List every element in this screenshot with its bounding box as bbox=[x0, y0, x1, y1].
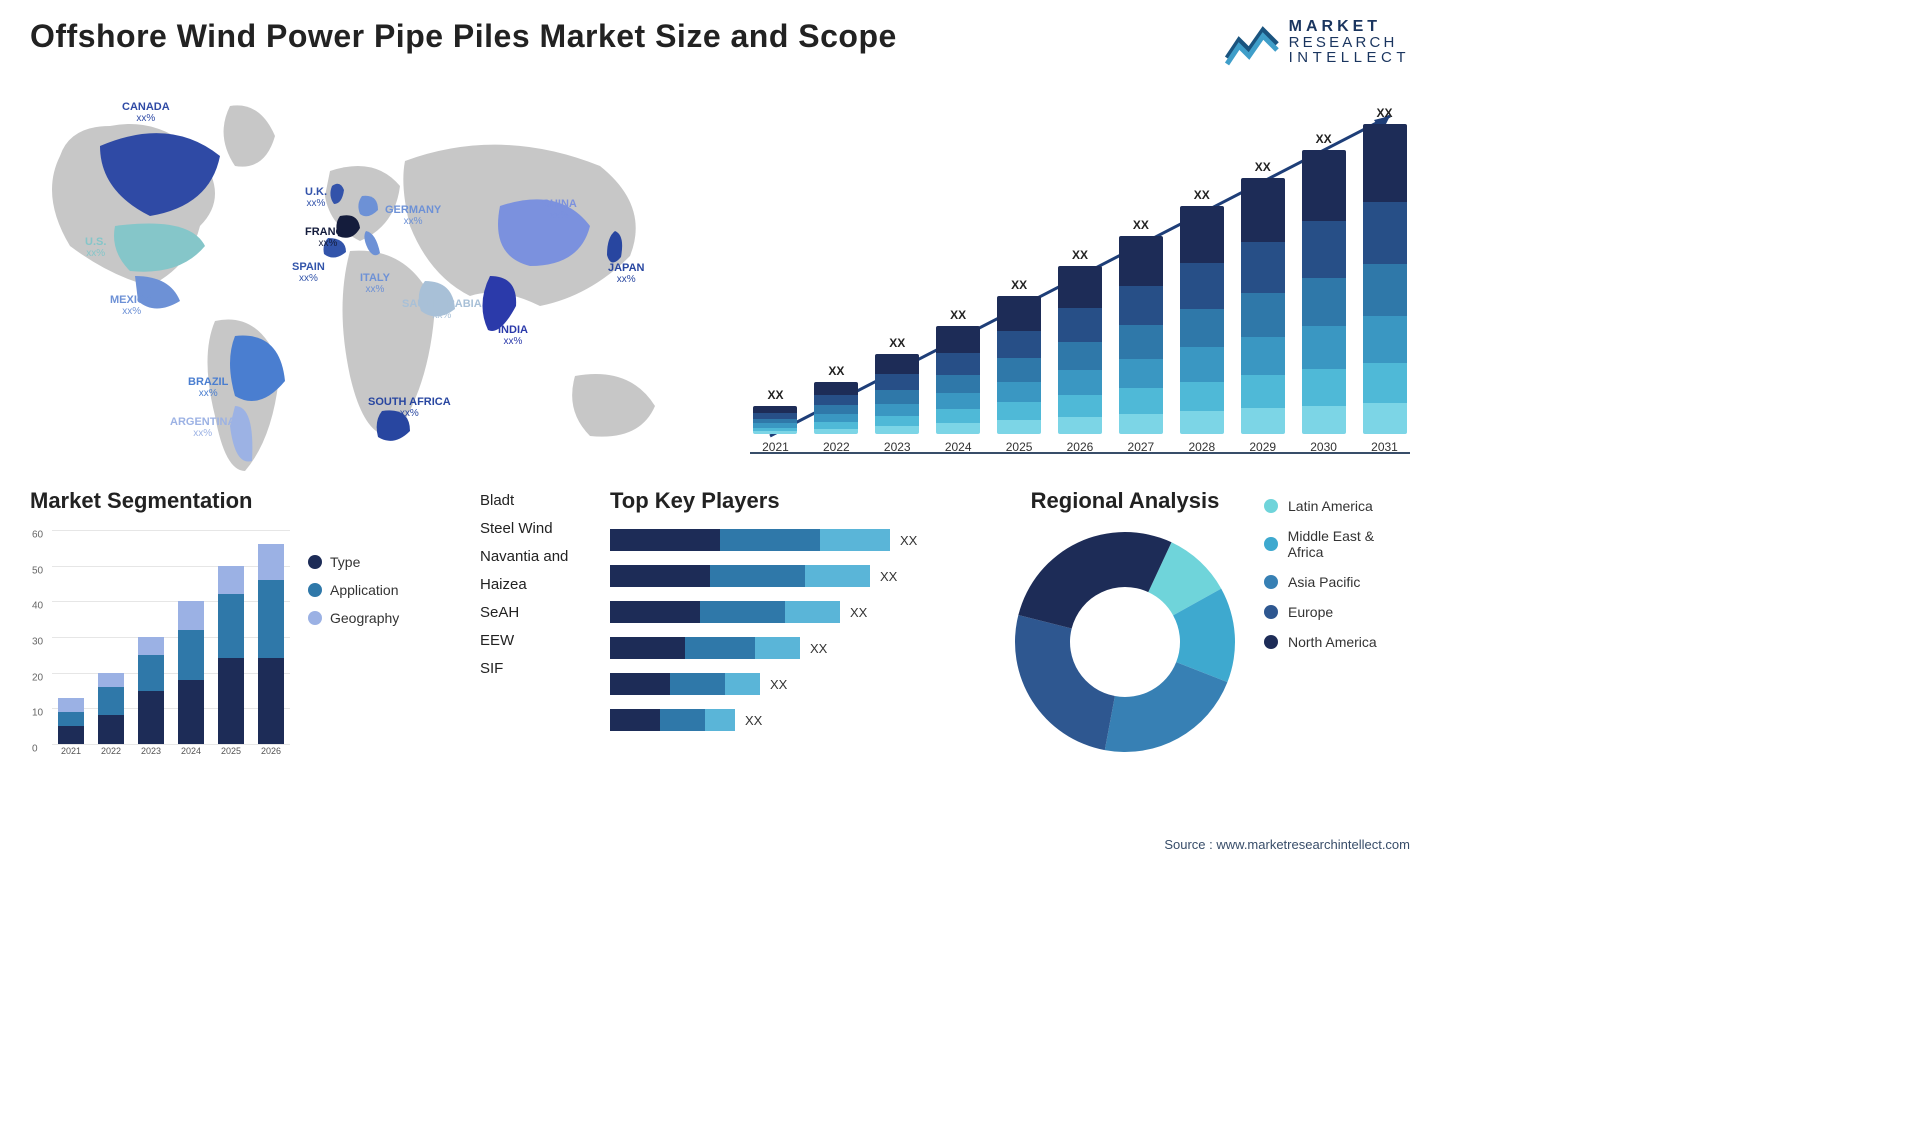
map-label-u-k-: U.K.xx% bbox=[305, 186, 327, 209]
source-label: Source : www.marketresearchintellect.com bbox=[1164, 837, 1410, 852]
players-title: Top Key Players bbox=[610, 488, 980, 514]
map-label-saudi-arabia: SAUDI ARABIAxx% bbox=[402, 298, 482, 321]
regional-legend-item: Asia Pacific bbox=[1264, 574, 1410, 590]
seg-bar-2021 bbox=[56, 698, 86, 744]
logo-line3: INTELLECT bbox=[1289, 50, 1410, 65]
main-bar-value: XX bbox=[1194, 188, 1210, 202]
players-section: Bladt Steel Wind Navantia and Haizea SeAH EEW… bbox=[480, 488, 980, 764]
map-label-china: CHINAxx% bbox=[542, 198, 577, 221]
logo-icon bbox=[1225, 18, 1281, 66]
top-row: CANADAxx% U.S.xx% MEXICOxx% BRAZILxx% ARGENT… bbox=[0, 66, 1440, 476]
header: Offshore Wind Power Pipe Piles Market Si… bbox=[0, 0, 1440, 66]
map-label-canada: CANADAxx% bbox=[122, 101, 170, 124]
donut-slice-asia-pacific bbox=[1105, 662, 1228, 752]
player-name: EEW bbox=[480, 632, 610, 649]
map-label-india: INDIAxx% bbox=[498, 324, 528, 347]
main-bar-2028: XX2028 bbox=[1176, 188, 1227, 454]
map-label-germany: GERMANYxx% bbox=[385, 204, 441, 227]
player-bar-row: XX bbox=[610, 528, 980, 552]
world-map: CANADAxx% U.S.xx% MEXICOxx% BRAZILxx% ARGENT… bbox=[30, 76, 710, 476]
segmentation-chart: 0102030405060202120222023202420252026 bbox=[30, 524, 290, 764]
map-label-mexico: MEXICOxx% bbox=[110, 294, 153, 317]
player-name: SeAH bbox=[480, 604, 610, 621]
main-bar-value: XX bbox=[1255, 160, 1271, 174]
main-growth-chart: XX2021XX2022XX2023XX2024XX2025XX2026XX20… bbox=[750, 106, 1410, 476]
logo-line2: RESEARCH bbox=[1289, 35, 1410, 50]
brand-logo: MARKET RESEARCH INTELLECT bbox=[1225, 18, 1410, 66]
map-label-japan: JAPANxx% bbox=[608, 262, 644, 285]
main-bar-2029: XX2029 bbox=[1237, 160, 1288, 454]
regional-legend-item: Europe bbox=[1264, 604, 1410, 620]
page-title: Offshore Wind Power Pipe Piles Market Si… bbox=[30, 18, 897, 55]
player-bar-row: XX bbox=[610, 636, 980, 660]
map-label-argentina: ARGENTINAxx% bbox=[170, 416, 235, 439]
map-label-south-africa: SOUTH AFRICAxx% bbox=[368, 396, 451, 419]
map-country-india bbox=[482, 276, 516, 331]
seg-legend-application: Application bbox=[308, 582, 399, 598]
main-bar-value: XX bbox=[1133, 218, 1149, 232]
regional-section: Regional Analysis Latin America Middle Ea… bbox=[1010, 488, 1410, 764]
player-name: Steel Wind bbox=[480, 520, 610, 537]
regional-legend-item: Middle East & Africa bbox=[1264, 528, 1410, 560]
players-bars: XX XX XX XX XX XX bbox=[610, 524, 980, 732]
player-bar-row: XX bbox=[610, 564, 980, 588]
seg-bar-2026 bbox=[256, 544, 286, 744]
main-bar-value: XX bbox=[1377, 106, 1393, 120]
segmentation-title: Market Segmentation bbox=[30, 488, 450, 514]
donut-slice-north-america bbox=[1018, 532, 1171, 629]
main-bar-value: XX bbox=[1316, 132, 1332, 146]
seg-legend-type: Type bbox=[308, 554, 399, 570]
main-bar-value: XX bbox=[828, 364, 844, 378]
main-bar-value: XX bbox=[950, 308, 966, 322]
seg-bar-2022 bbox=[96, 673, 126, 744]
main-bar-2024: XX2024 bbox=[933, 308, 984, 454]
player-name: Haizea bbox=[480, 576, 610, 593]
main-bar-2027: XX2027 bbox=[1115, 218, 1166, 454]
main-chart-baseline bbox=[750, 452, 1410, 454]
player-name: Navantia and bbox=[480, 548, 610, 565]
regional-title: Regional Analysis bbox=[1010, 488, 1240, 514]
player-name: SIF bbox=[480, 660, 610, 677]
regional-legend-item: Latin America bbox=[1264, 498, 1410, 514]
regional-donut bbox=[1010, 524, 1240, 754]
main-bar-value: XX bbox=[889, 336, 905, 350]
seg-bar-2025 bbox=[216, 566, 246, 744]
player-bar-row: XX bbox=[610, 708, 980, 732]
map-label-brazil: BRAZILxx% bbox=[188, 376, 228, 399]
seg-bar-2023 bbox=[136, 637, 166, 744]
bottom-row: Market Segmentation 01020304050602021202… bbox=[0, 476, 1440, 764]
donut-slice-europe bbox=[1015, 615, 1115, 750]
map-label-italy: ITALYxx% bbox=[360, 272, 390, 295]
main-bar-value: XX bbox=[1011, 278, 1027, 292]
main-bar-2031: XX2031 bbox=[1359, 106, 1410, 454]
main-bar-value: XX bbox=[767, 388, 783, 402]
main-bar-value: XX bbox=[1072, 248, 1088, 262]
player-bar-row: XX bbox=[610, 600, 980, 624]
player-name: Bladt bbox=[480, 492, 610, 509]
logo-line1: MARKET bbox=[1289, 19, 1410, 35]
main-bar-2030: XX2030 bbox=[1298, 132, 1349, 454]
main-bar-2022: XX2022 bbox=[811, 364, 862, 454]
map-label-spain: SPAINxx% bbox=[292, 261, 325, 284]
main-bar-2021: XX2021 bbox=[750, 388, 801, 454]
segmentation-legend: Type Application Geography bbox=[308, 524, 399, 764]
players-name-list: Bladt Steel Wind Navantia and Haizea SeAH EEW… bbox=[480, 488, 610, 764]
regional-legend-item: North America bbox=[1264, 634, 1410, 650]
seg-legend-geography: Geography bbox=[308, 610, 399, 626]
map-label-u-s-: U.S.xx% bbox=[85, 236, 106, 259]
main-bar-2025: XX2025 bbox=[994, 278, 1045, 454]
main-bar-2023: XX2023 bbox=[872, 336, 923, 454]
seg-bar-2024 bbox=[176, 601, 206, 744]
map-label-france: FRANCExx% bbox=[305, 226, 351, 249]
player-bar-row: XX bbox=[610, 672, 980, 696]
regional-legend: Latin America Middle East & Africa Asia Pa… bbox=[1264, 488, 1410, 650]
segmentation-section: Market Segmentation 01020304050602021202… bbox=[30, 488, 450, 764]
main-bar-2026: XX2026 bbox=[1055, 248, 1106, 454]
